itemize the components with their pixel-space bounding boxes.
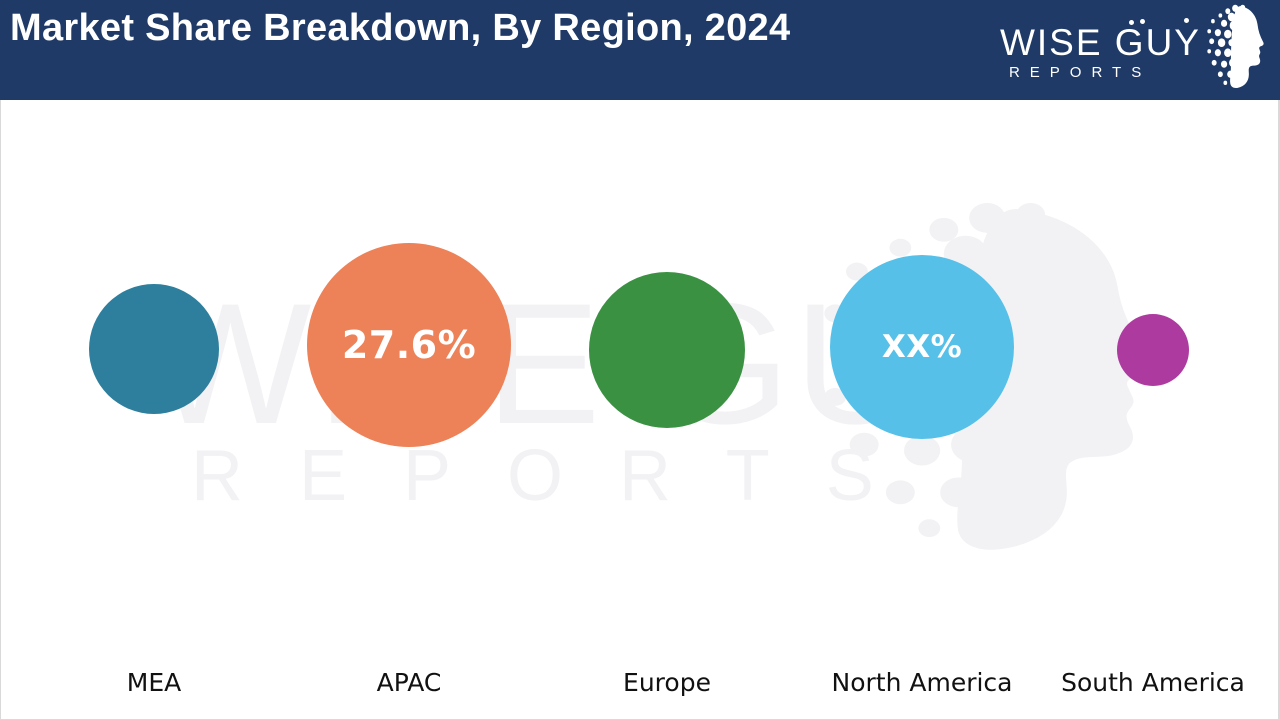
bubble-value-apac: 27.6% [341,323,477,367]
category-label-mea: MEA [126,668,182,697]
bubble-mea [89,284,219,414]
wise-guy-head-icon [1207,4,1264,89]
bubble-value-north-america: XX% [881,329,963,365]
category-label-north-america: North America [831,668,1013,697]
watermark-subtext: REPORTS [191,436,930,516]
category-label-europe: Europe [623,668,711,697]
category-label-south-america: South America [1061,668,1245,697]
header-bar: Market Share Breakdown, By Region, 2024 … [0,0,1280,100]
category-label-apac: APAC [376,668,442,697]
watermark-wordmark: WISE GU [149,268,923,460]
bubble-apac: 27.6% [307,243,511,447]
bubble-south-america [1117,314,1189,386]
wise-guy-reports-logo: WISE GUY REPORTS [1000,4,1265,90]
bubble-europe [589,272,745,428]
page-title: Market Share Breakdown, By Region, 2024 [10,7,791,49]
logo-text: WISE GUY REPORTS [999,19,1201,81]
logo-subtext: REPORTS [1008,64,1152,81]
logo-wordmark: WISE GUY [999,19,1201,63]
bubble-chart: WISE GU REPORTS 27.6% XX% MEA APAC Europ… [0,100,1280,720]
bubble-north-america: XX% [830,255,1014,439]
